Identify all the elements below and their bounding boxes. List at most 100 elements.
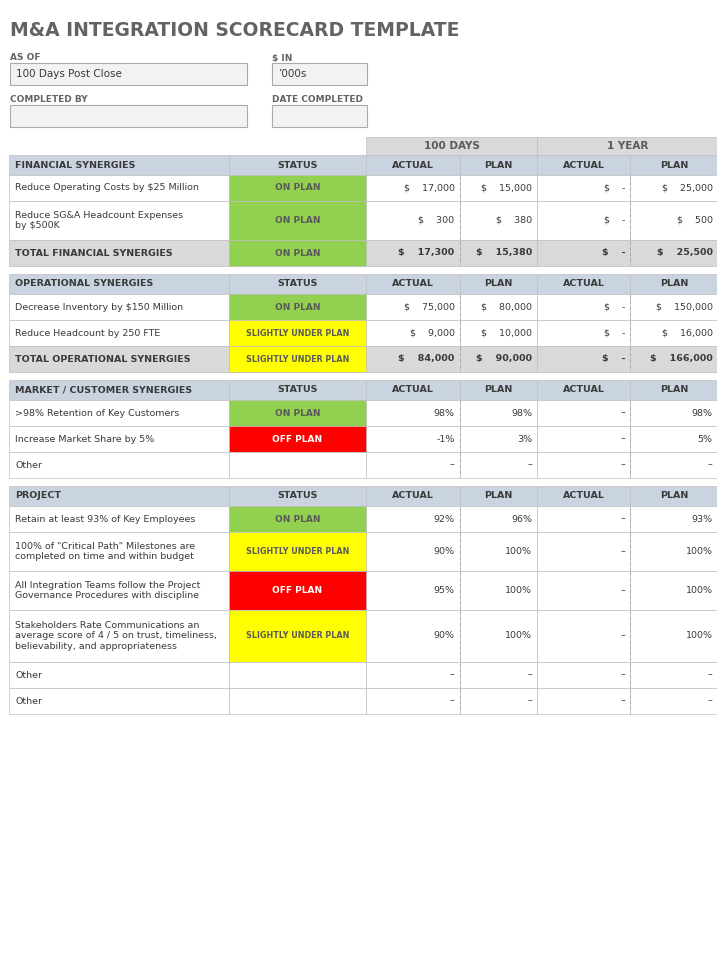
Bar [630, 240, 717, 266]
Text: –: – [450, 670, 455, 680]
Text: 98%: 98% [434, 409, 455, 417]
Bar [9, 610, 229, 662]
Bar [229, 155, 366, 175]
Bar [537, 571, 630, 610]
Text: $    25,000: $ 25,000 [662, 183, 713, 193]
Text: 100%: 100% [505, 547, 532, 556]
Text: PLAN: PLAN [484, 386, 513, 394]
Bar [366, 346, 460, 372]
Bar [630, 426, 717, 452]
Bar [9, 486, 229, 506]
Bar [460, 532, 537, 571]
Bar [366, 294, 460, 320]
Bar [9, 175, 229, 201]
Text: $    -: $ - [604, 329, 625, 338]
Text: ON PLAN: ON PLAN [275, 514, 320, 524]
Bar [366, 175, 460, 201]
Bar [9, 294, 229, 320]
Text: 100 Days Post Close: 100 Days Post Close [16, 69, 122, 79]
Bar [366, 486, 460, 506]
Bar [366, 571, 460, 610]
Bar [537, 240, 630, 266]
Text: –: – [620, 586, 625, 595]
Text: SLIGHTLY UNDER PLAN: SLIGHTLY UNDER PLAN [246, 547, 349, 556]
Bar [537, 346, 630, 372]
Bar [630, 274, 717, 294]
Bar [366, 688, 460, 714]
Text: $    15,380: $ 15,380 [476, 248, 532, 258]
Bar [366, 137, 537, 155]
Bar [229, 662, 366, 688]
Bar [630, 294, 717, 320]
Bar [537, 532, 630, 571]
Bar [460, 175, 537, 201]
Text: M&A INTEGRATION SCORECARD TEMPLATE: M&A INTEGRATION SCORECARD TEMPLATE [10, 20, 460, 39]
Bar [537, 137, 717, 155]
Text: $    17,300: $ 17,300 [399, 248, 455, 258]
Bar [460, 201, 537, 240]
Bar [229, 688, 366, 714]
Text: –: – [620, 696, 625, 706]
Bar [9, 240, 229, 266]
Bar [630, 571, 717, 610]
Text: $    17,000: $ 17,000 [404, 183, 455, 193]
Text: 92%: 92% [434, 514, 455, 524]
Bar [460, 486, 537, 506]
Bar [460, 452, 537, 478]
Text: $    300: $ 300 [419, 216, 455, 225]
Text: ACTUAL: ACTUAL [392, 492, 434, 501]
Text: PLAN: PLAN [660, 279, 688, 289]
Bar [9, 452, 229, 478]
Text: 100%: 100% [685, 547, 713, 556]
Bar [9, 662, 229, 688]
Text: ACTUAL: ACTUAL [392, 160, 434, 170]
Bar [229, 486, 366, 506]
Bar [630, 346, 717, 372]
Text: ON PLAN: ON PLAN [275, 409, 320, 417]
Text: 98%: 98% [511, 409, 532, 417]
Text: ON PLAN: ON PLAN [275, 216, 320, 225]
Bar [537, 610, 630, 662]
Bar [229, 201, 366, 240]
Text: $    84,000: $ 84,000 [399, 355, 455, 363]
Text: Reduce Headcount by 250 FTE: Reduce Headcount by 250 FTE [15, 329, 161, 338]
Bar [229, 294, 366, 320]
Text: –: – [708, 670, 713, 680]
Bar [9, 274, 229, 294]
Text: MARKET / CUSTOMER SYNERGIES: MARKET / CUSTOMER SYNERGIES [15, 386, 192, 394]
Text: OFF PLAN: OFF PLAN [272, 586, 323, 595]
Text: PLAN: PLAN [660, 492, 688, 501]
Bar [366, 201, 460, 240]
Text: 3%: 3% [517, 434, 532, 443]
Text: PLAN: PLAN [484, 492, 513, 501]
Text: ACTUAL: ACTUAL [392, 279, 434, 289]
Text: PLAN: PLAN [484, 279, 513, 289]
Bar [229, 175, 366, 201]
Bar [229, 240, 366, 266]
Text: 100%: 100% [505, 586, 532, 595]
Text: 90%: 90% [434, 547, 455, 556]
Text: –: – [620, 547, 625, 556]
Bar [229, 571, 366, 610]
Text: –: – [527, 696, 532, 706]
Bar [272, 105, 367, 127]
Text: –: – [708, 696, 713, 706]
Bar [460, 320, 537, 346]
Text: Retain at least 93% of Key Employees: Retain at least 93% of Key Employees [15, 514, 196, 524]
Bar [630, 688, 717, 714]
Text: STATUS: STATUS [277, 279, 318, 289]
Text: $    150,000: $ 150,000 [656, 302, 713, 312]
Bar [9, 688, 229, 714]
Bar [229, 320, 366, 346]
Bar [366, 274, 460, 294]
Text: Reduce Operating Costs by $25 Million: Reduce Operating Costs by $25 Million [15, 183, 199, 193]
Bar [630, 662, 717, 688]
Bar [630, 155, 717, 175]
Bar [630, 452, 717, 478]
Bar [366, 380, 460, 400]
Bar [9, 155, 229, 175]
Bar [630, 532, 717, 571]
Text: SLIGHTLY UNDER PLAN: SLIGHTLY UNDER PLAN [246, 355, 349, 363]
Text: –: – [527, 460, 532, 470]
Bar [460, 400, 537, 426]
